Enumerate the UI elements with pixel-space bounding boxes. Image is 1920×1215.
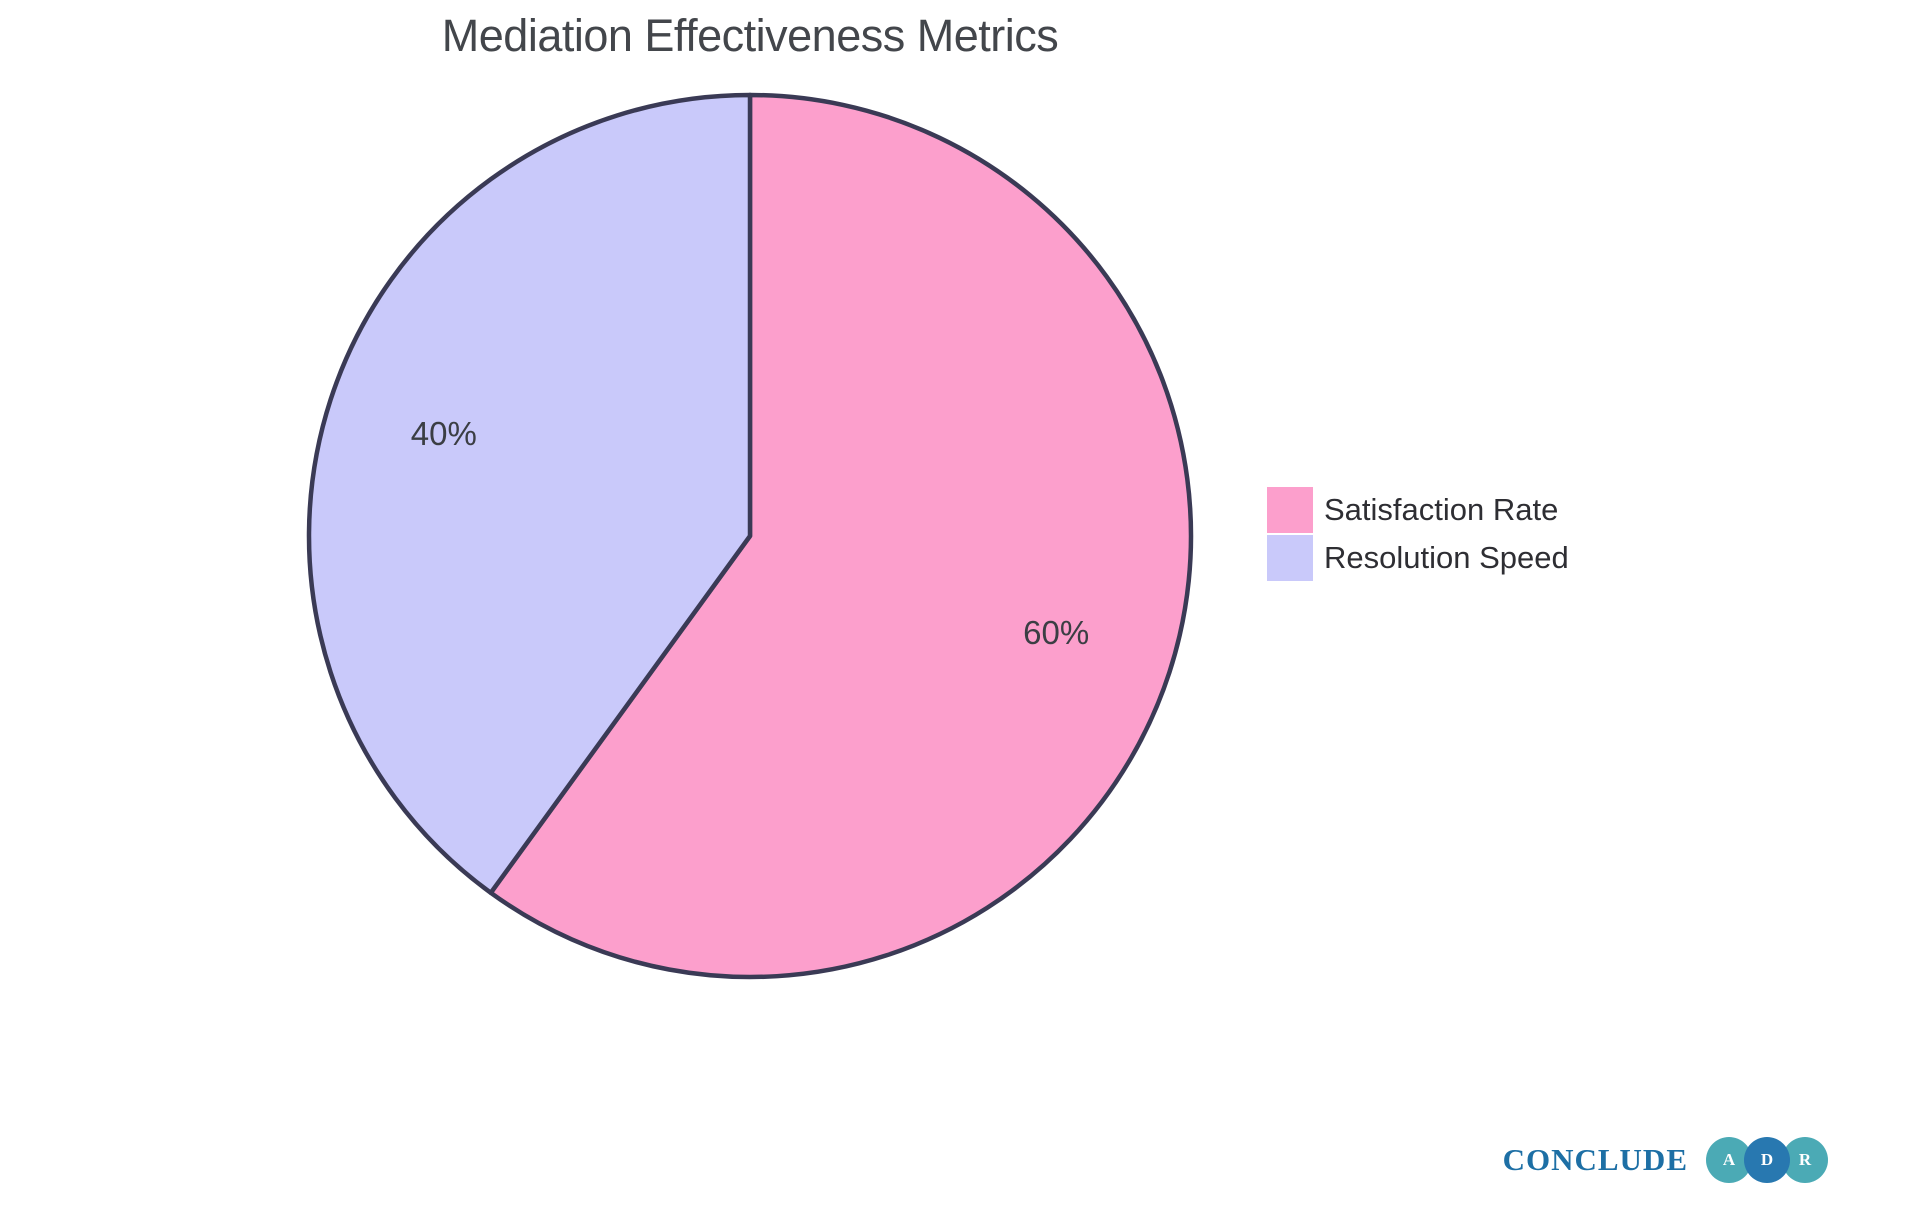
legend-item-resolution-speed[interactable]: Resolution Speed — [1267, 535, 1569, 581]
legend-item-satisfaction-rate[interactable]: Satisfaction Rate — [1267, 487, 1569, 533]
legend-label: Resolution Speed — [1324, 540, 1569, 575]
slice-label: 60% — [1023, 614, 1089, 651]
chart-title: Mediation Effectiveness Metrics — [441, 10, 1059, 61]
brand-name: CONCLUDE — [1502, 1142, 1688, 1177]
legend: Satisfaction Rate Resolution Speed — [1267, 487, 1569, 583]
brand-badge-d: D — [1744, 1137, 1790, 1183]
legend-label: Satisfaction Rate — [1324, 492, 1559, 527]
slice-label: 40% — [411, 415, 477, 452]
legend-swatch — [1267, 535, 1313, 581]
pie-slice-satisfaction-rate[interactable] — [488, 92, 1194, 980]
pie-slice-resolution-speed[interactable] — [306, 92, 753, 896]
legend-swatch — [1267, 487, 1313, 533]
